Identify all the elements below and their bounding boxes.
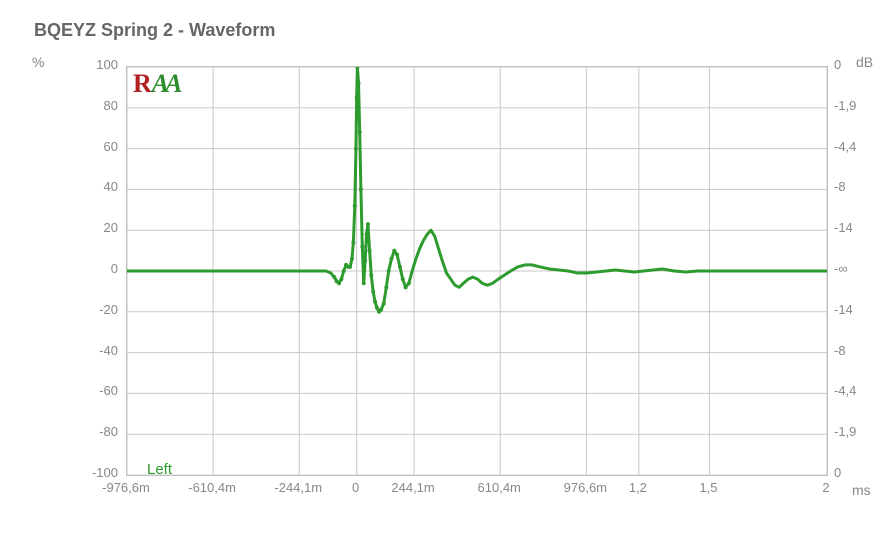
axis-tick-label: -4,4	[834, 139, 856, 154]
axis-tick-label: 0	[834, 57, 841, 72]
axis-tick-label: 20	[68, 220, 118, 235]
axis-tick-label: -8	[834, 343, 846, 358]
axis-tick-label: -4,4	[834, 383, 856, 398]
axis-tick-label: 60	[68, 139, 118, 154]
axis-tick-label: 244,1m	[373, 480, 453, 495]
axis-tick-label: -14	[834, 302, 853, 317]
axis-tick-label: -80	[68, 424, 118, 439]
axis-tick-label: -610,4m	[172, 480, 252, 495]
axis-tick-label: -8	[834, 179, 846, 194]
plot-area: RAA Left	[126, 66, 828, 476]
axis-tick-label: 610,4m	[459, 480, 539, 495]
axis-tick-label: 40	[68, 179, 118, 194]
axis-tick-label: 2	[786, 480, 866, 495]
chart-title: BQEYZ Spring 2 - Waveform	[34, 20, 275, 41]
axis-tick-label: 0	[834, 465, 841, 480]
axis-tick-label: 1,5	[668, 480, 748, 495]
logo-aa: AA	[152, 69, 179, 98]
axis-tick-label: -1,9	[834, 424, 856, 439]
axis-tick-label: -40	[68, 343, 118, 358]
axis-tick-label: 80	[68, 98, 118, 113]
axis-tick-label: -1,9	[834, 98, 856, 113]
axis-tick-label: 1,2	[598, 480, 678, 495]
waveform-svg	[127, 67, 827, 475]
logo-r: R	[133, 69, 152, 98]
raa-logo: RAA	[133, 69, 178, 99]
axis-tick-label: 0	[68, 261, 118, 276]
axis-tick-label: -60	[68, 383, 118, 398]
right-unit-label: dB	[856, 54, 873, 70]
left-unit-label: %	[32, 54, 44, 70]
axis-tick-label: -∞	[834, 261, 848, 276]
axis-tick-label: -14	[834, 220, 853, 235]
series-label-left: Left	[147, 461, 172, 478]
axis-tick-label: 100	[68, 57, 118, 72]
axis-tick-label: -976,6m	[86, 480, 166, 495]
axis-tick-label: -20	[68, 302, 118, 317]
axis-tick-label: -100	[68, 465, 118, 480]
